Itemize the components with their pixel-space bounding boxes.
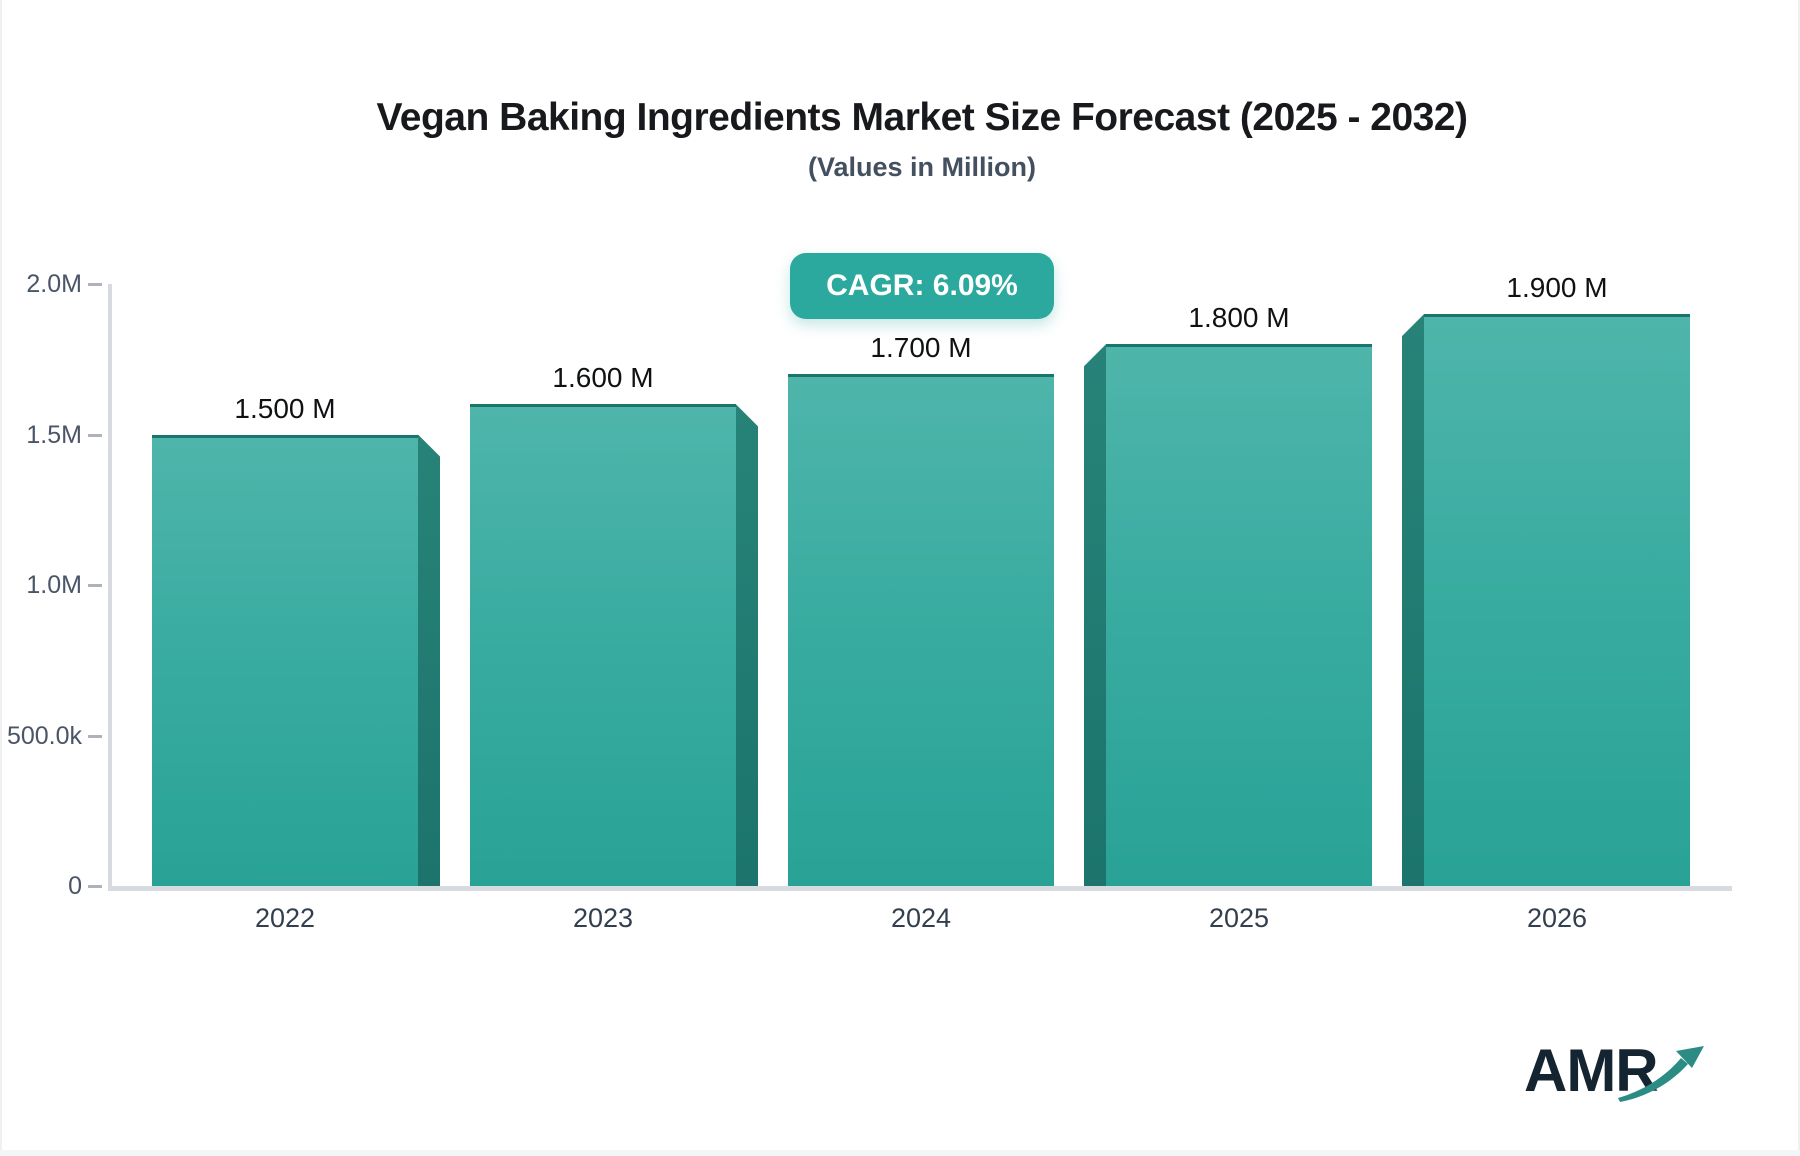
y-axis-tick-mark <box>88 433 102 437</box>
growth-arrow-icon <box>1618 1046 1704 1102</box>
y-axis-line <box>108 284 112 886</box>
y-axis-tick-label: 2.0M <box>26 270 82 298</box>
bar-3d-side <box>736 404 758 886</box>
chart-title: Vegan Baking Ingredients Market Size For… <box>376 96 1468 139</box>
x-axis-baseline <box>108 886 1732 891</box>
bar-3d-side <box>418 434 440 886</box>
bar-3d-side <box>1402 314 1424 886</box>
x-axis-label: 2022 <box>254 903 316 933</box>
bar-2026 <box>1424 314 1690 886</box>
y-axis-tick-label: 1.5M <box>26 420 82 449</box>
cagr-badge: CAGR: 6.09% <box>790 253 1054 319</box>
y-axis-tick-mark <box>88 584 102 587</box>
bar-2022 <box>152 434 418 886</box>
bar-value-label: 1.700 M <box>870 332 972 364</box>
bar-value-label: 1.900 M <box>1506 272 1608 304</box>
bar-value-label: 1.800 M <box>1188 302 1290 334</box>
x-axis-label: 2026 <box>1526 903 1588 933</box>
bar-2023 <box>470 404 736 886</box>
y-axis-tick-label: 1.0M <box>26 571 82 599</box>
x-axis-label: 2024 <box>890 903 952 933</box>
amr-logo: AMR <box>1524 1036 1714 1116</box>
chart-subtitle: (Values in Million) <box>807 152 1037 182</box>
bar-value-label: 1.500 M <box>234 392 336 424</box>
y-axis-tick-mark <box>88 885 102 888</box>
bar-2024 <box>788 374 1054 886</box>
y-axis-tick-mark <box>88 734 102 738</box>
y-axis-tick-label: 500.0k <box>6 721 82 750</box>
x-axis-label: 2025 <box>1208 903 1270 933</box>
x-axis-label: 2023 <box>572 903 634 933</box>
bar-value-label: 1.600 M <box>552 362 654 394</box>
bar-3d-side <box>1084 344 1106 886</box>
cagr-badge-row: CAGR: 6.09% <box>44 253 1800 319</box>
bar-2025 <box>1106 344 1372 886</box>
y-axis-tick-label: 0 <box>68 872 82 900</box>
y-axis-tick-mark <box>88 283 102 286</box>
